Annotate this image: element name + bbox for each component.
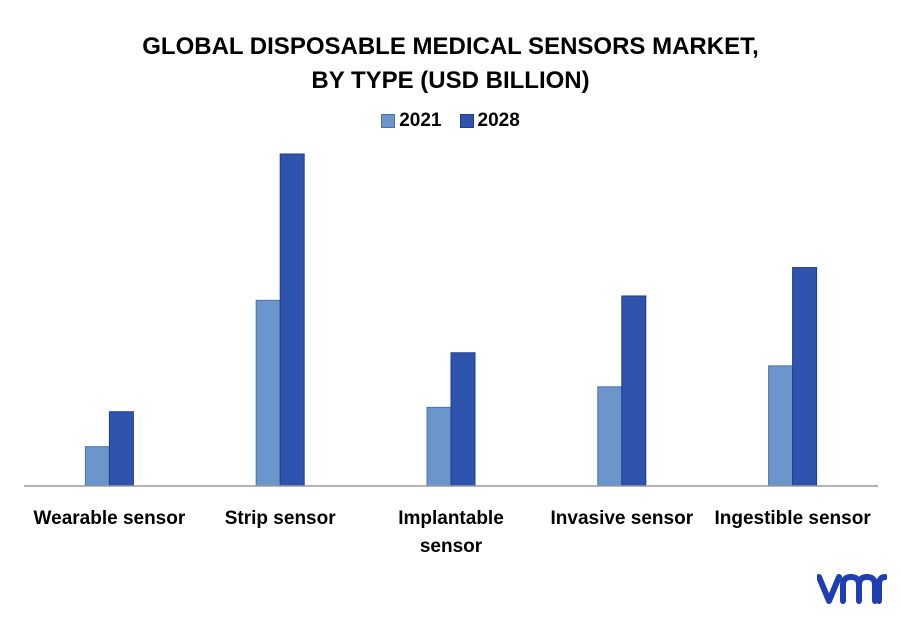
bar-2021-1 [255, 299, 281, 487]
category-label: Wearable sensor [34, 508, 186, 529]
bar-2021-2 [426, 406, 452, 487]
category-label: Implantable sensor [398, 508, 504, 557]
legend-label-2021: 2021 [399, 110, 442, 131]
bar-2028-3 [621, 295, 647, 487]
legend-item-2021: 2021 [381, 110, 442, 132]
legend-label-2028: 2028 [477, 110, 520, 131]
legend-swatch-2028 [459, 114, 474, 128]
category-label: Strip sensor [225, 508, 336, 529]
bar-2021-0 [84, 446, 110, 487]
category-label: Invasive sensor [551, 508, 694, 529]
bar-2028-4 [792, 267, 818, 487]
bar-2028-0 [108, 411, 134, 487]
chart-subtitle: BY TYPE (USD BILLION) [311, 67, 590, 94]
chart-title: GLOBAL DISPOSABLE MEDICAL SENSORS MARKET… [142, 33, 759, 60]
category-label: Ingestible sensor [714, 508, 871, 529]
legend-swatch-2021 [381, 114, 396, 128]
legend: 2021 2028 [0, 110, 901, 132]
bar-2021-4 [768, 365, 794, 487]
bar-2028-1 [279, 153, 305, 487]
vmr-logo-icon [817, 574, 887, 604]
legend-item-2028: 2028 [459, 110, 520, 132]
bar-2028-2 [450, 352, 476, 487]
bar-2021-3 [597, 386, 623, 487]
